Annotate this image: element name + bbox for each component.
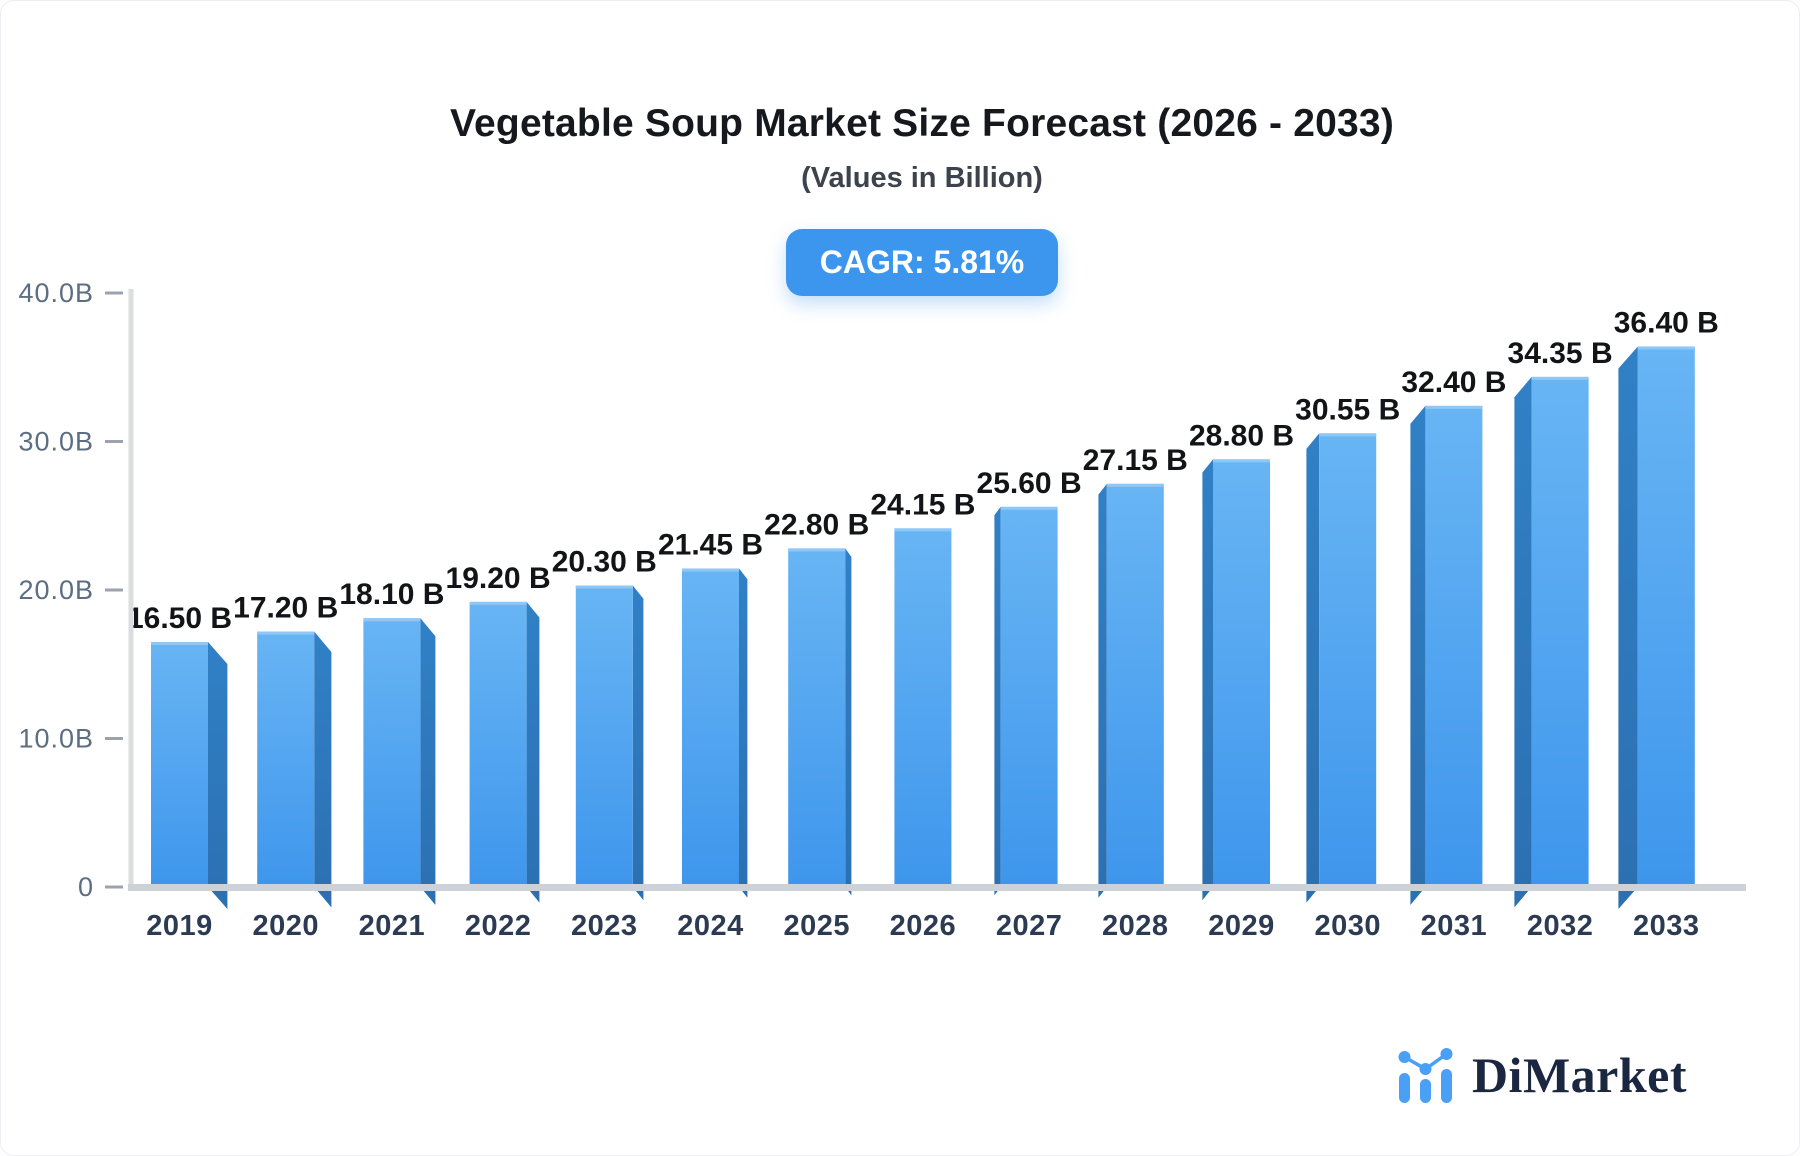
cagr-badge: CAGR: 5.81% [785, 228, 1059, 296]
dimarket-logo: DiMarket [1396, 1045, 1687, 1105]
bar-value-label: 20.30 B [552, 546, 657, 579]
x-axis-label: 2029 [1208, 910, 1275, 942]
bar-value-label: 25.60 B [977, 467, 1082, 500]
bar-value-label: 17.20 B [233, 592, 338, 625]
bar-2033 [1637, 346, 1695, 888]
bar-value-label: 24.15 B [870, 488, 975, 521]
bar-side-face-2029 [1202, 459, 1213, 901]
bar-side-face-2019 [208, 641, 228, 909]
bar-value-label: 28.80 B [1189, 419, 1294, 452]
bar-2027 [1000, 506, 1058, 887]
bar-value-label: 32.40 B [1401, 366, 1506, 399]
x-axis-label: 2023 [571, 910, 638, 942]
x-baseline [128, 884, 1746, 891]
x-axis-label: 2021 [359, 910, 426, 942]
bar-value-label: 18.10 B [339, 578, 444, 611]
bar-2019 [151, 641, 208, 887]
bar-value-label: 27.15 B [1083, 444, 1188, 477]
bar-2030 [1319, 433, 1377, 887]
x-axis-label: 2026 [890, 910, 957, 942]
bar-2031 [1425, 405, 1483, 887]
bar-value-label: 21.45 B [658, 528, 763, 561]
x-axis-label: 2024 [677, 910, 744, 942]
bar-2029 [1213, 459, 1270, 887]
x-axis-label: 2028 [1102, 910, 1169, 942]
chart-subtitle: (Values in Billion) [801, 161, 1043, 194]
bar-value-label: 16.50 B [127, 602, 232, 635]
bar-2023 [575, 585, 633, 887]
chart-title: Vegetable Soup Market Size Forecast (202… [449, 102, 1395, 145]
bar-value-label: 36.40 B [1614, 306, 1719, 339]
x-axis-label: 2025 [783, 910, 850, 942]
y-tick-label: 10.0B [18, 724, 94, 754]
x-axis-label: 2020 [252, 910, 319, 942]
y-tick-label: 20.0B [18, 575, 94, 605]
bar-2028 [1106, 483, 1164, 887]
bar-value-label: 22.80 B [764, 508, 869, 541]
bar-side-face-2027 [994, 506, 1001, 896]
x-axis-label: 2033 [1633, 910, 1700, 942]
bar-side-face-2033 [1618, 346, 1638, 910]
bar-side-face-2028 [1098, 483, 1107, 898]
bar-side-face-2023 [632, 585, 644, 901]
chart-header: Vegetable Soup Market Size Forecast (202… [45, 1, 1799, 296]
bar-2021 [363, 618, 421, 887]
dimarket-chart-icon [1398, 1048, 1453, 1103]
bar-value-label: 19.20 B [446, 562, 551, 595]
x-axis-label: 2027 [996, 910, 1063, 942]
bar-value-label: 30.55 B [1295, 393, 1400, 426]
bar-side-face-2021 [420, 618, 436, 905]
bar-side-face-2025 [845, 548, 852, 896]
bar-2022 [469, 601, 527, 887]
bar-2024 [682, 568, 739, 887]
bar-side-face-2020 [314, 631, 332, 908]
bar-side-face-2031 [1410, 405, 1426, 905]
bar-2025 [788, 548, 846, 887]
logo-wordmark: DiMarket [1471, 1047, 1687, 1103]
bar-2020 [257, 631, 315, 887]
y-tick-label: 40.0B [18, 278, 94, 308]
bar-side-face-2030 [1306, 433, 1320, 903]
x-axis-label: 2031 [1421, 910, 1488, 942]
bar-side-face-2032 [1514, 376, 1532, 908]
x-axis-label: 2030 [1314, 910, 1381, 942]
y-tick-label: 30.0B [18, 427, 94, 457]
x-axis-label: 2032 [1527, 910, 1594, 942]
bar-side-face-2024 [739, 568, 748, 898]
bar-2032 [1531, 376, 1589, 887]
y-tick-label: 0 [78, 872, 94, 902]
bar-side-face-2022 [526, 601, 540, 903]
bar-2026 [894, 528, 952, 887]
x-axis-label: 2019 [146, 910, 213, 942]
x-axis-label: 2022 [465, 910, 532, 942]
bar-value-label: 34.35 B [1508, 337, 1613, 370]
